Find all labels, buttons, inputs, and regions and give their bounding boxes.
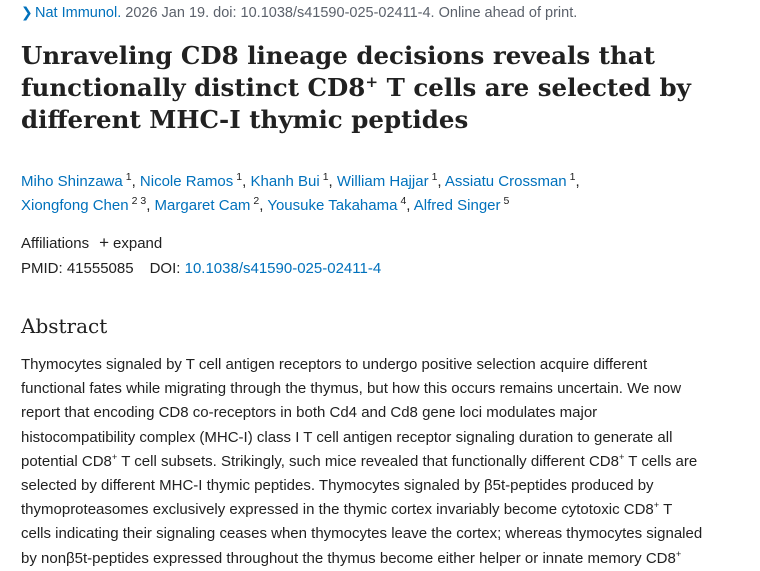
- abstract-line: histocompatibility complex (MHC-I) class…: [21, 426, 745, 450]
- abstract-line: thymoproteasomes exclusively expressed i…: [21, 498, 745, 522]
- author-link[interactable]: Assiatu Crossman: [444, 173, 567, 190]
- author-affiliation-number[interactable]: 1: [431, 171, 438, 183]
- title-line-2a: functionally distinct CD8: [21, 73, 366, 102]
- journal-link[interactable]: Nat Immunol.: [35, 5, 122, 21]
- author-affiliation-number[interactable]: 2 3: [131, 195, 147, 207]
- abstract-text-run: T: [659, 501, 673, 519]
- title-line-2b: T cells are selected by: [378, 73, 691, 102]
- citation-line: ❯ Nat Immunol. 2026 Jan 19. doi: 10.1038/…: [21, 4, 577, 21]
- abstract-heading: Abstract: [21, 314, 108, 338]
- pmid-label: PMID:: [21, 260, 63, 277]
- author-link[interactable]: Margaret Cam: [154, 197, 251, 214]
- author-affiliation-number[interactable]: 1: [569, 171, 576, 183]
- author-link[interactable]: Nicole Ramos: [139, 173, 234, 190]
- superscript: +: [111, 451, 118, 462]
- author-list: Miho Shinzawa 1, Nicole Ramos 1, Khanh Bui…: [21, 171, 580, 214]
- author-link[interactable]: Yousuke Takahama: [267, 197, 398, 214]
- abstract-text-run: by nonβ5t-peptides expressed throughout …: [21, 549, 676, 567]
- abstract-text-run: potential CD8: [21, 452, 112, 470]
- abstract-text: Thymocytes signaled by T cell antigen re…: [21, 353, 745, 571]
- expand-label: expand: [113, 235, 163, 252]
- chevron-right-icon[interactable]: ❯: [21, 4, 33, 20]
- affiliations-expand-button[interactable]: + expand: [99, 233, 163, 252]
- abstract-text-run: selected by different MHC-I thymic pepti…: [21, 477, 654, 495]
- superscript: +: [653, 500, 660, 511]
- identifiers-row: PMID: 41555085 DOI: 10.1038/s41590-025-02…: [21, 260, 381, 277]
- affiliations-label: Affiliations: [21, 235, 90, 252]
- pmid-value: 41555085: [66, 260, 134, 277]
- abstract-line: functional fates while migrating through…: [21, 377, 745, 401]
- abstract-line: potential CD8+ T cell subsets. Strikingl…: [21, 450, 745, 474]
- abstract-text-run: thymoproteasomes exclusively expressed i…: [21, 501, 654, 519]
- author-link[interactable]: William Hajjar: [336, 173, 429, 190]
- abstract-text-run: functional fates while migrating through…: [21, 380, 682, 398]
- doi-label: DOI:: [149, 260, 181, 277]
- abstract-line: report that encoding CD8 co-receptors in…: [21, 401, 745, 425]
- citation-details: 2026 Jan 19. doi: 10.1038/s41590-025-024…: [125, 5, 578, 21]
- author-affiliation-number[interactable]: 5: [503, 195, 510, 207]
- abstract-text-run: T cell subsets. Strikingly, such mice re…: [117, 452, 619, 470]
- abstract-line: by nonβ5t-peptides expressed throughout …: [21, 547, 745, 571]
- abstract-line: selected by different MHC-I thymic pepti…: [21, 474, 745, 498]
- superscript: +: [675, 548, 682, 559]
- title-sup: +: [365, 72, 379, 91]
- title-line-1: Unraveling CD8 lineage decisions reveals…: [21, 41, 655, 70]
- author-link[interactable]: Alfred Singer: [413, 197, 501, 214]
- abstract-text-run: Thymocytes signaled by T cell antigen re…: [21, 356, 648, 373]
- abstract-text-run: histocompatibility complex (MHC-I) class…: [21, 428, 673, 446]
- superscript: +: [618, 451, 625, 462]
- author-affiliation-number[interactable]: 2: [253, 195, 260, 207]
- author-link[interactable]: Miho Shinzawa: [21, 173, 123, 190]
- abstract-line: cells indicating their signaling ceases …: [21, 522, 745, 546]
- plus-icon: +: [99, 233, 110, 252]
- title-line-3: different MHC-I thymic peptides: [21, 105, 469, 134]
- abstract-text-run: cells indicating their signaling ceases …: [21, 525, 703, 543]
- author-affiliation-number[interactable]: 1: [236, 171, 243, 183]
- doi-link[interactable]: 10.1038/s41590-025-02411-4: [184, 260, 382, 277]
- article-title: Unraveling CD8 lineage decisions reveals…: [21, 40, 721, 136]
- affiliations-row: Affiliations + expand: [21, 233, 162, 253]
- author-affiliation-number[interactable]: 1: [322, 171, 329, 183]
- author-affiliation-number[interactable]: 1: [125, 171, 132, 183]
- abstract-line: Thymocytes signaled by T cell antigen re…: [21, 353, 745, 377]
- author-link[interactable]: Xiongfong Chen: [21, 197, 129, 214]
- author-link[interactable]: Khanh Bui: [250, 173, 320, 190]
- abstract-text-run: T cells are: [624, 452, 698, 470]
- abstract-text-run: report that encoding CD8 co-receptors in…: [21, 404, 598, 422]
- author-affiliation-number[interactable]: 4: [400, 195, 407, 207]
